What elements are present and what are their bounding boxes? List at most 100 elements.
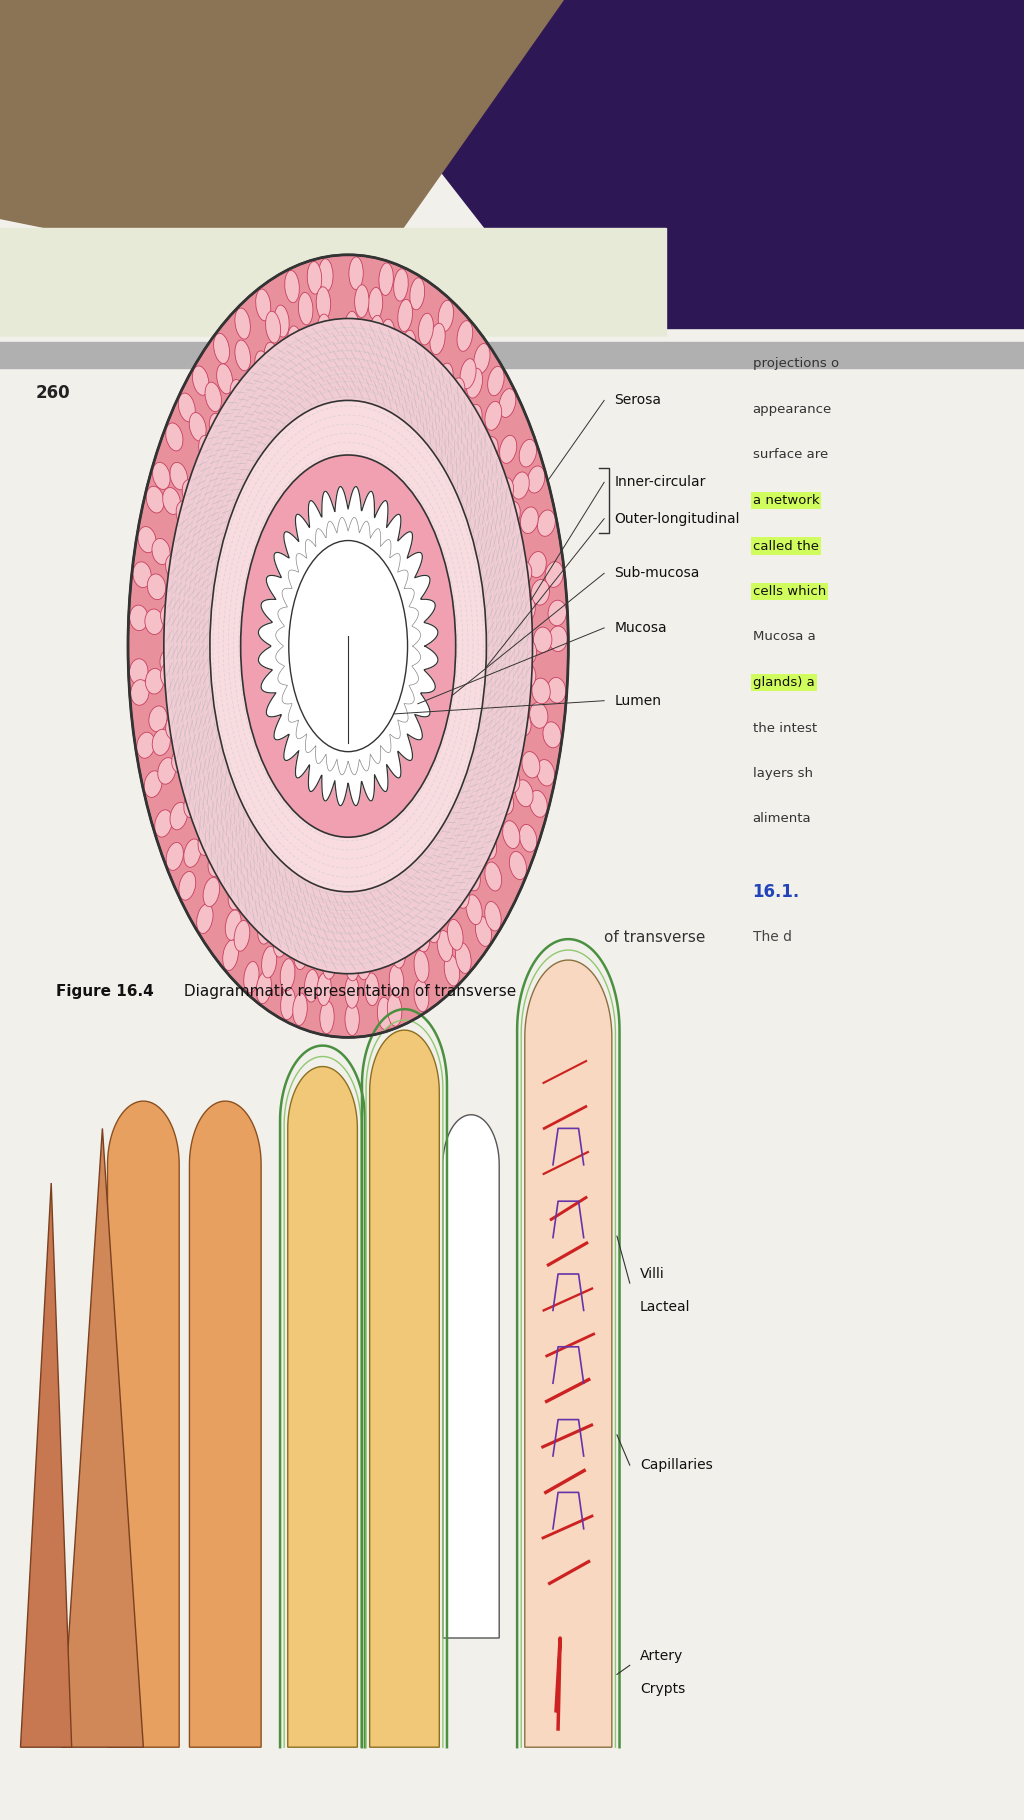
Ellipse shape: [487, 366, 504, 395]
Ellipse shape: [419, 313, 433, 346]
Ellipse shape: [183, 839, 201, 868]
Ellipse shape: [387, 994, 401, 1026]
Ellipse shape: [153, 730, 170, 755]
Ellipse shape: [166, 553, 183, 581]
Ellipse shape: [161, 662, 179, 688]
Text: Lumen: Lumen: [614, 693, 662, 708]
Ellipse shape: [288, 326, 302, 359]
Ellipse shape: [208, 848, 224, 877]
Ellipse shape: [485, 863, 502, 892]
Polygon shape: [108, 1101, 179, 1747]
Circle shape: [271, 510, 425, 783]
Ellipse shape: [317, 315, 332, 348]
Ellipse shape: [222, 939, 239, 970]
Ellipse shape: [410, 278, 425, 309]
Text: the intest: the intest: [753, 721, 817, 735]
Ellipse shape: [131, 679, 150, 706]
Ellipse shape: [457, 320, 473, 351]
Ellipse shape: [209, 413, 226, 442]
Ellipse shape: [298, 293, 313, 326]
Text: Outer-longitudinal: Outer-longitudinal: [614, 511, 740, 526]
Polygon shape: [370, 1030, 439, 1747]
Ellipse shape: [144, 610, 163, 635]
Ellipse shape: [460, 359, 476, 389]
Ellipse shape: [163, 488, 180, 515]
Ellipse shape: [379, 262, 393, 295]
Ellipse shape: [197, 905, 213, 934]
Text: Figure 16.4: Figure 16.4: [56, 985, 154, 999]
Ellipse shape: [380, 318, 395, 351]
Ellipse shape: [193, 366, 209, 395]
Ellipse shape: [304, 970, 319, 1003]
Ellipse shape: [518, 639, 537, 664]
Ellipse shape: [307, 262, 322, 295]
Ellipse shape: [182, 480, 200, 508]
Ellipse shape: [323, 946, 337, 979]
Ellipse shape: [437, 364, 454, 393]
Ellipse shape: [514, 561, 531, 586]
Ellipse shape: [415, 921, 430, 952]
Ellipse shape: [528, 551, 547, 577]
Polygon shape: [189, 1101, 261, 1747]
Ellipse shape: [234, 340, 251, 371]
Ellipse shape: [274, 306, 289, 337]
Polygon shape: [442, 1116, 500, 1638]
Polygon shape: [0, 228, 666, 364]
Ellipse shape: [509, 852, 526, 879]
Ellipse shape: [261, 946, 276, 977]
Ellipse shape: [205, 382, 221, 411]
Text: glands) a: glands) a: [753, 675, 814, 690]
Text: layers sh: layers sh: [753, 766, 813, 781]
Polygon shape: [288, 1067, 357, 1747]
Ellipse shape: [500, 435, 517, 464]
Ellipse shape: [345, 311, 359, 344]
Ellipse shape: [146, 486, 164, 513]
Text: Mucosa: Mucosa: [614, 621, 667, 635]
Ellipse shape: [293, 994, 307, 1025]
Ellipse shape: [153, 462, 170, 490]
Ellipse shape: [545, 562, 563, 588]
Ellipse shape: [534, 628, 552, 653]
Polygon shape: [0, 291, 358, 364]
Text: appearance: appearance: [753, 402, 831, 417]
Polygon shape: [307, 0, 1024, 328]
Ellipse shape: [527, 466, 545, 493]
Ellipse shape: [354, 284, 369, 317]
Polygon shape: [258, 486, 438, 806]
Ellipse shape: [316, 288, 331, 320]
Ellipse shape: [464, 861, 480, 890]
Ellipse shape: [256, 972, 271, 1003]
Ellipse shape: [136, 732, 155, 759]
Text: Villi: Villi: [640, 1267, 665, 1281]
Text: cells which: cells which: [753, 584, 826, 599]
Ellipse shape: [234, 308, 250, 339]
Ellipse shape: [369, 288, 383, 320]
Circle shape: [210, 400, 486, 892]
Ellipse shape: [172, 746, 189, 772]
Ellipse shape: [281, 959, 295, 990]
Text: The d: The d: [753, 930, 792, 945]
Ellipse shape: [414, 950, 429, 983]
Ellipse shape: [538, 510, 555, 537]
Ellipse shape: [549, 626, 567, 652]
Text: 16.1.: 16.1.: [753, 883, 800, 901]
Polygon shape: [525, 961, 612, 1747]
Ellipse shape: [203, 877, 219, 906]
Polygon shape: [0, 0, 563, 291]
Ellipse shape: [349, 257, 364, 289]
Ellipse shape: [447, 919, 463, 950]
Ellipse shape: [481, 437, 499, 466]
Text: 260: 260: [36, 384, 71, 402]
Text: Serosa: Serosa: [614, 393, 662, 408]
Text: surface are: surface are: [753, 448, 827, 462]
Ellipse shape: [503, 501, 520, 528]
Ellipse shape: [537, 759, 555, 786]
Ellipse shape: [160, 648, 178, 673]
Ellipse shape: [166, 843, 183, 870]
Ellipse shape: [466, 368, 482, 399]
Text: Lacteal: Lacteal: [640, 1299, 690, 1314]
Ellipse shape: [138, 526, 156, 553]
Text: projections o: projections o: [753, 357, 839, 371]
Ellipse shape: [217, 364, 232, 393]
Ellipse shape: [356, 946, 371, 979]
